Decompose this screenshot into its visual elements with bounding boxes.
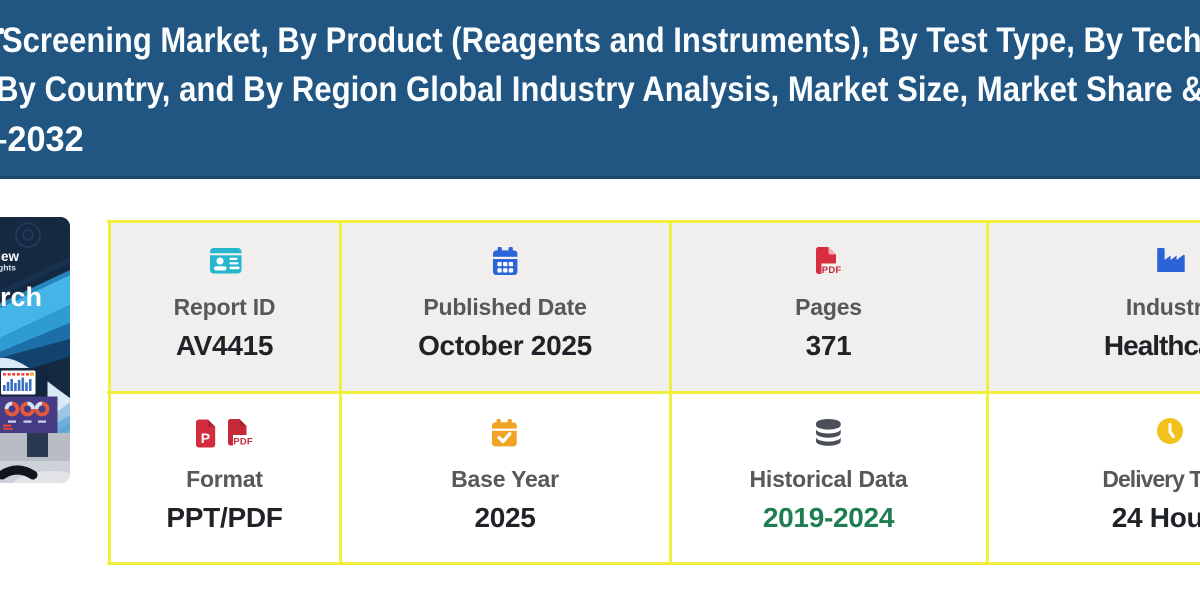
svg-text:PDF: PDF: [233, 437, 253, 447]
svg-text:P: P: [201, 429, 210, 445]
svg-text:ghts: ghts: [0, 263, 16, 273]
svg-text:iew: iew: [0, 249, 19, 264]
svg-text:arch: arch: [0, 282, 42, 312]
svg-text:PDF: PDF: [821, 265, 841, 275]
